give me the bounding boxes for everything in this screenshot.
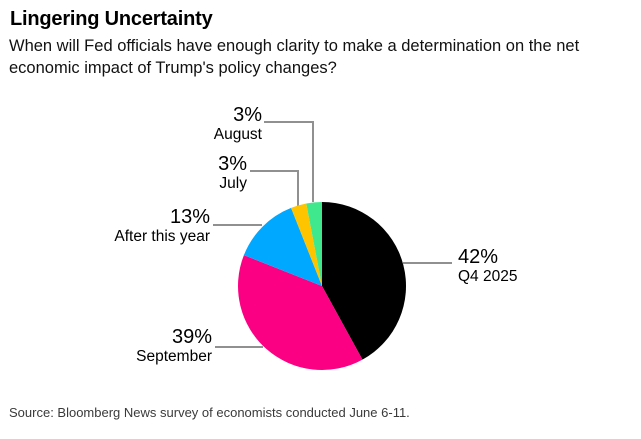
pie-slice-july (291, 203, 322, 286)
pie-slices (238, 201, 407, 371)
callout-july: 3% July (218, 153, 247, 193)
callout-after-this-year-label: After this year (114, 228, 210, 245)
callout-q4-2025: 42% Q4 2025 (458, 246, 517, 286)
callout-july-value: 3% (218, 153, 247, 175)
pie-slice-september (238, 255, 363, 371)
callout-august-label: August (213, 126, 262, 143)
source-note: Source: Bloomberg News survey of economi… (9, 405, 410, 420)
pie-slice-q4-2025 (322, 201, 407, 360)
pie-slice-august (306, 202, 322, 286)
chart-title: Lingering Uncertainty (10, 8, 213, 30)
callout-after-this-year: 13% After this year (114, 206, 210, 246)
leader-lines (213, 121, 452, 348)
callout-after-this-year-value: 13% (169, 206, 210, 228)
callout-july-label: July (219, 175, 247, 192)
callout-september: 39% September (136, 326, 212, 366)
callout-august-value: 3% (233, 104, 262, 126)
callout-september-label: September (136, 348, 212, 365)
leader-line-july (250, 170, 299, 206)
leader-line-august (264, 121, 314, 202)
callout-september-value: 39% (171, 326, 212, 348)
callout-q4-2025-label: Q4 2025 (458, 268, 518, 285)
callout-august: 3% August (214, 104, 262, 144)
chart-subtitle: When will Fed officials have enough clar… (9, 37, 580, 77)
callout-q4-2025-value: 42% (458, 246, 499, 268)
pie-slice-after-this-year (243, 207, 322, 286)
